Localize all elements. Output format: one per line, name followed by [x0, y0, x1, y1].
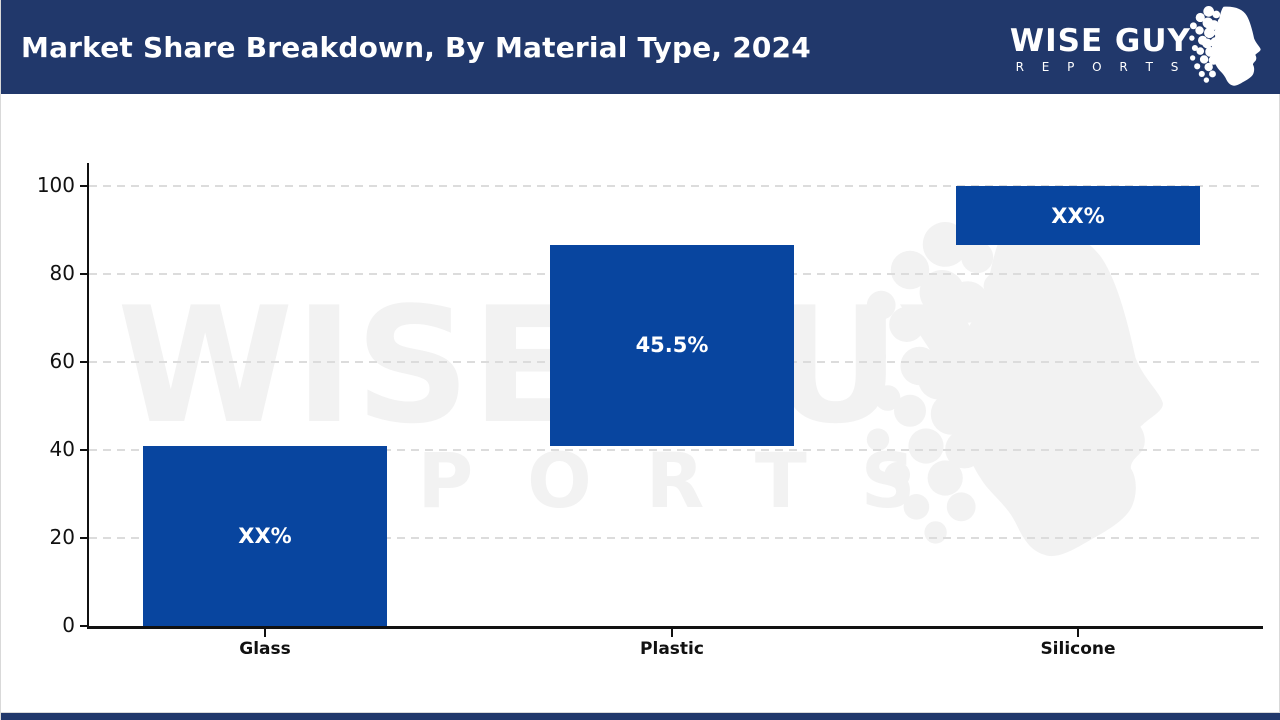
- y-tick-label-0: 0: [62, 613, 75, 637]
- gridline-20: [89, 537, 1263, 539]
- y-tick-0: [80, 625, 88, 627]
- y-tick-40: [80, 449, 88, 451]
- y-tick-label-20: 20: [49, 525, 75, 549]
- bar-silicone: XX%: [956, 186, 1200, 246]
- logo-text: WISE GUY R E P O R T S: [1010, 23, 1191, 74]
- category-label-plastic: Plastic: [640, 639, 704, 659]
- bar-plastic: 45.5%: [550, 245, 794, 446]
- wise-guy-logo: WISE GUY R E P O R T S: [1010, 4, 1267, 92]
- y-axis-spine: [87, 163, 89, 627]
- head-profile-watermark-icon: [863, 222, 1163, 557]
- gridline-100: [89, 185, 1263, 187]
- gridline-40: [89, 449, 1263, 451]
- x-tick-glass: [264, 629, 266, 637]
- bar-value-label: XX%: [1051, 203, 1105, 228]
- logo-subname: R E P O R T S: [1015, 59, 1186, 74]
- y-tick-20: [80, 537, 88, 539]
- y-tick-100: [80, 185, 88, 187]
- bar-value-label: 45.5%: [635, 333, 709, 358]
- x-axis-line: [87, 626, 1263, 629]
- y-tick-label-80: 80: [49, 261, 75, 285]
- y-tick-label-60: 60: [49, 349, 75, 373]
- y-tick-label-40: 40: [49, 437, 75, 461]
- bar-glass: XX%: [143, 445, 387, 626]
- y-tick-80: [80, 273, 88, 275]
- y-tick-label-100: 100: [36, 173, 75, 197]
- header-band: Market Share Breakdown, By Material Type…: [1, 0, 1280, 94]
- x-tick-plastic: [671, 629, 673, 637]
- category-label-silicone: Silicone: [1040, 639, 1116, 659]
- head-profile-icon: [1189, 6, 1261, 86]
- bar-value-label: XX%: [238, 523, 292, 548]
- page-title: Market Share Breakdown, By Material Type…: [21, 30, 811, 64]
- y-tick-60: [80, 361, 88, 363]
- footer-divider: [1, 712, 1280, 713]
- x-tick-silicone: [1077, 629, 1079, 637]
- category-label-glass: Glass: [239, 639, 291, 659]
- logo-name: WISE GUY: [1009, 22, 1191, 59]
- footer-band: [1, 713, 1280, 720]
